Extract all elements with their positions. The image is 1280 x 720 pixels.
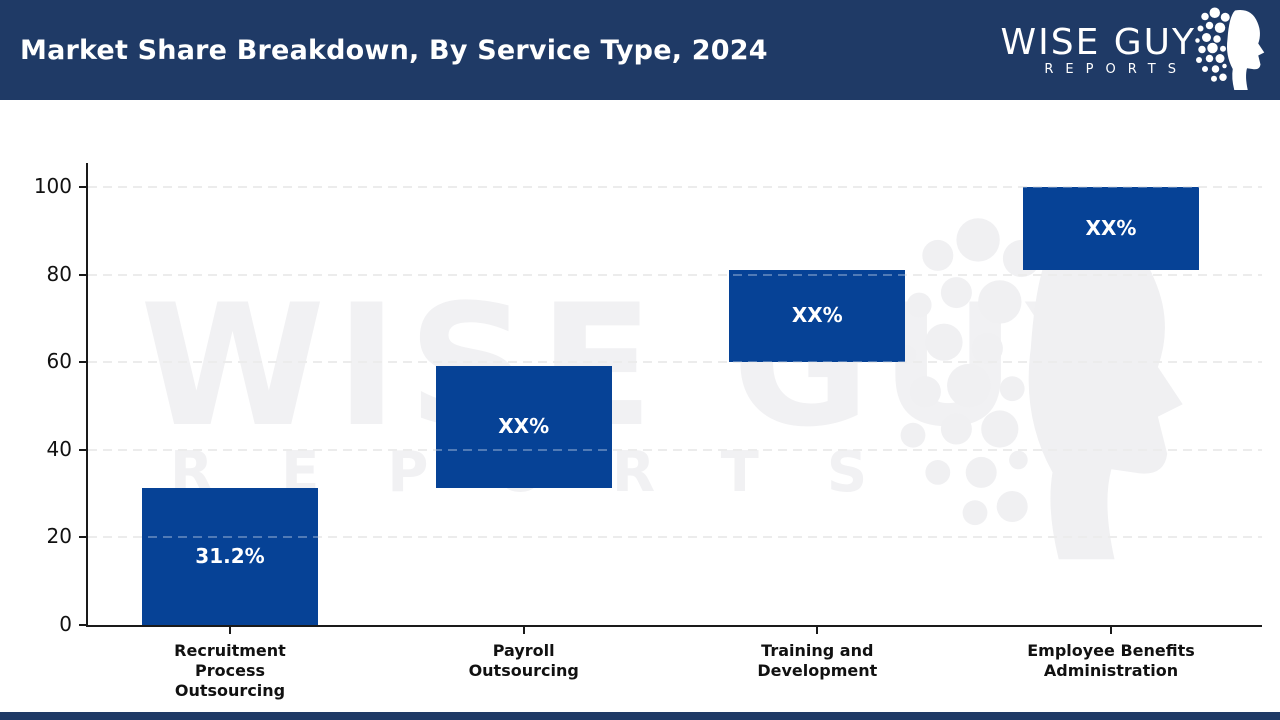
bar-segment — [1023, 187, 1199, 271]
header-banner: Market Share Breakdown, By Service Type,… — [0, 0, 1280, 100]
bar-value-label: XX% — [1085, 215, 1137, 240]
x-category-label: Employee Benefits Administration — [991, 641, 1231, 681]
bar-value-label: 31.2% — [195, 543, 265, 568]
x-category-label-line: Recruitment — [174, 641, 286, 660]
x-category-label-line: Administration — [1043, 661, 1179, 680]
x-category-label-line: Outsourcing — [174, 681, 286, 700]
gridline-overlay — [88, 273, 1262, 276]
x-category-label-line: Development — [757, 661, 878, 680]
x-tick-mark — [229, 627, 231, 634]
y-axis-line — [86, 163, 88, 627]
gridline-overlay — [88, 536, 1262, 539]
gridline-overlay — [88, 186, 1262, 188]
x-tick-mark — [816, 627, 819, 634]
y-tick-mark — [79, 536, 87, 539]
wiseguy-head-icon — [1195, 7, 1265, 90]
gridline-overlay — [88, 361, 1262, 364]
x-category-label-line: Employee Benefits — [1027, 641, 1195, 660]
gridline — [88, 448, 1262, 451]
gridline-overlay — [88, 448, 1262, 451]
footer-bar — [0, 712, 1280, 720]
x-category-label-line: Training and — [761, 641, 874, 660]
gridline — [88, 536, 1262, 539]
y-tick-label: 20 — [46, 524, 72, 549]
y-tick-label: 40 — [46, 436, 72, 461]
gridline — [88, 186, 1262, 188]
gridline — [88, 273, 1262, 276]
y-tick-mark — [79, 273, 87, 276]
bar-segment — [435, 365, 612, 489]
x-tick-mark — [1110, 627, 1112, 634]
bar-segment — [142, 488, 318, 625]
bar-value-label: XX% — [791, 303, 843, 328]
x-category-label: Payroll Outsourcing — [404, 641, 644, 681]
wiseguy-logo: WISE GUY REPORTS — [1001, 0, 1268, 100]
y-tick-mark — [79, 448, 87, 451]
gridline — [88, 361, 1262, 364]
y-tick-mark — [79, 624, 87, 626]
x-tick-mark — [522, 627, 525, 634]
x-category-label-line: Outsourcing — [468, 661, 579, 680]
x-category-label-line: Payroll — [492, 641, 555, 660]
logo-subtitle: REPORTS — [1044, 62, 1188, 77]
y-tick-label: 80 — [46, 261, 72, 286]
x-category-label: Training and Development — [697, 641, 937, 681]
x-category-label-line: Process — [195, 661, 265, 680]
x-axis-line — [86, 625, 1262, 627]
x-category-label: Recruitment Process Outsourcing — [110, 641, 350, 701]
y-tick-mark — [79, 361, 87, 364]
bar-segment — [729, 270, 906, 363]
bar-value-label: XX% — [498, 414, 550, 439]
y-tick-mark — [79, 186, 87, 188]
y-tick-label: 0 — [59, 612, 72, 636]
y-tick-label: 100 — [33, 174, 72, 198]
wiseguy-head-watermark-icon — [897, 218, 1183, 560]
y-tick-label: 60 — [46, 349, 72, 374]
logo-wordmark: WISE GUY — [1000, 22, 1196, 63]
page-title: Market Share Breakdown, By Service Type,… — [20, 34, 768, 66]
